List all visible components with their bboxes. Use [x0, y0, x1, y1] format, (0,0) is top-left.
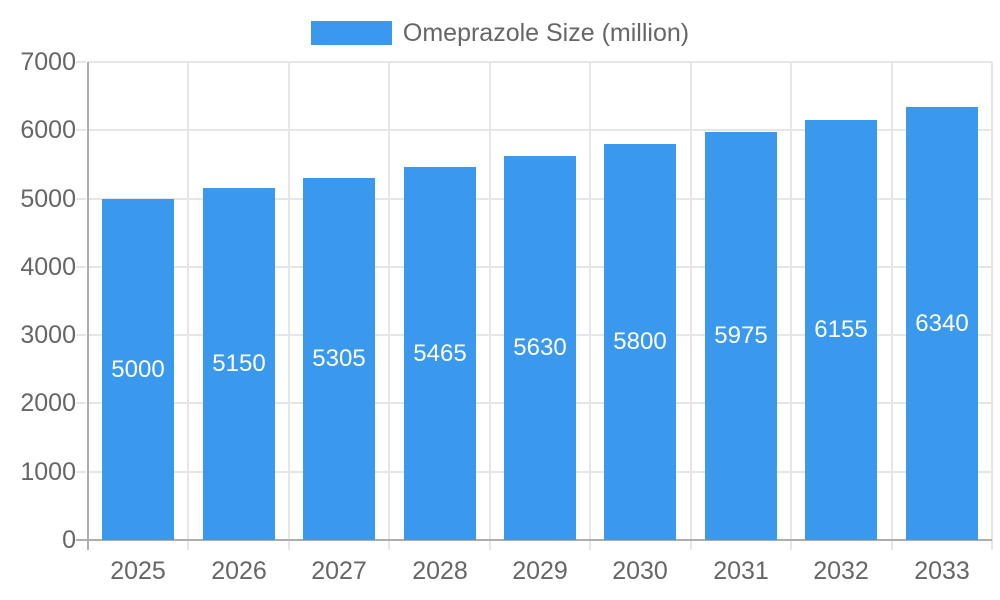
y-axis-tick: [76, 129, 86, 131]
y-tick-label: 2000: [20, 389, 76, 417]
bar-value-label: 5305: [312, 345, 366, 372]
y-axis-tick: [76, 471, 86, 473]
bar[interactable]: 5150: [203, 188, 275, 540]
x-axis-tick: [288, 540, 290, 550]
x-axis-tick: [388, 540, 390, 550]
bar[interactable]: 5465: [404, 167, 476, 540]
legend[interactable]: Omeprazole Size (million): [0, 19, 1000, 47]
x-tick-label: 2030: [612, 557, 668, 585]
x-axis-tick: [87, 540, 89, 550]
y-tick-label: 0: [62, 526, 76, 554]
bar-value-label: 5150: [212, 350, 266, 377]
x-axis-tick: [891, 540, 893, 550]
gridline-vertical: [991, 62, 993, 540]
bar[interactable]: 6340: [906, 107, 978, 540]
y-tick-label: 5000: [20, 185, 76, 213]
x-tick-label: 2031: [713, 557, 769, 585]
gridline-vertical: [388, 62, 390, 540]
y-axis-tick: [76, 61, 86, 63]
y-axis-tick: [76, 402, 86, 404]
x-axis-line: [76, 539, 992, 541]
bar[interactable]: 5800: [604, 144, 676, 540]
gridline-horizontal: [88, 129, 992, 131]
bar-value-label: 6340: [915, 309, 969, 337]
x-tick-label: 2027: [311, 557, 367, 585]
y-tick-label: 6000: [20, 116, 76, 144]
x-tick-label: 2025: [110, 557, 166, 585]
bar[interactable]: 5975: [705, 132, 777, 540]
gridline-vertical: [288, 62, 290, 540]
y-tick-label: 1000: [20, 458, 76, 486]
legend-swatch: [310, 21, 392, 45]
bar[interactable]: 5305: [303, 178, 375, 540]
x-tick-label: 2029: [512, 557, 568, 585]
x-axis-tick: [187, 540, 189, 550]
bar-value-label: 6155: [814, 316, 868, 343]
gridline-vertical: [589, 62, 591, 540]
x-axis-tick: [991, 540, 993, 550]
y-axis-tick: [76, 266, 86, 268]
bar-value-label: 5000: [111, 355, 165, 383]
gridline-vertical: [187, 62, 189, 540]
gridline-vertical: [891, 62, 893, 540]
y-axis-line: [87, 62, 89, 540]
x-tick-label: 2032: [813, 557, 869, 585]
bar-value-label: 5465: [413, 339, 467, 367]
gridline-vertical: [790, 62, 792, 540]
y-axis-tick: [76, 198, 86, 200]
legend-label: Omeprazole Size (million): [402, 19, 690, 47]
plot-area: 5000 5150 5305 5465 5630 5800 5975 6155 6340: [76, 61, 993, 550]
y-axis-tick: [76, 334, 86, 336]
bar[interactable]: 5630: [504, 156, 576, 540]
bar-value-label: 5800: [613, 328, 667, 355]
x-axis-tick: [790, 540, 792, 550]
bar[interactable]: 6155: [805, 120, 877, 540]
gridline-vertical: [690, 62, 692, 540]
x-axis-tick: [589, 540, 591, 550]
x-tick-label: 2033: [914, 557, 970, 585]
bar-value-label: 5975: [714, 322, 768, 349]
gridline-horizontal: [88, 61, 992, 63]
x-axis-tick: [690, 540, 692, 550]
y-tick-label: 4000: [20, 253, 76, 281]
bar-value-label: 5630: [513, 334, 567, 361]
gridline-vertical: [489, 62, 491, 540]
y-tick-label: 7000: [20, 48, 76, 76]
x-axis-tick: [489, 540, 491, 550]
x-tick-label: 2026: [211, 557, 267, 585]
x-tick-label: 2028: [412, 557, 468, 585]
bar[interactable]: 5000: [102, 199, 174, 540]
y-tick-label: 3000: [20, 321, 76, 349]
